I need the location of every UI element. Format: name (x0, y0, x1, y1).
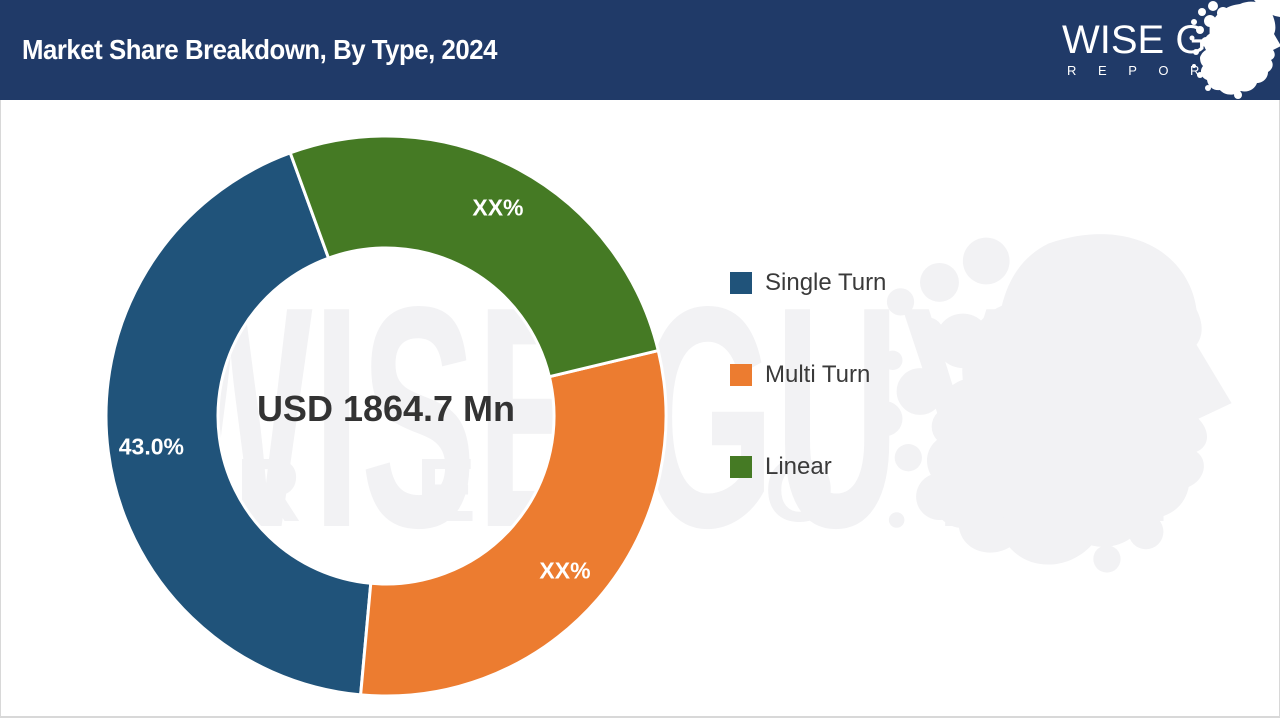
segment-percent-label: XX% (472, 195, 523, 221)
header-bar: Market Share Breakdown, By Type, 2024 WI… (0, 0, 1280, 100)
legend-item-single-turn: Single Turn (730, 268, 886, 298)
legend-swatch-single-turn (730, 272, 752, 294)
legend-swatch-linear (730, 456, 752, 478)
legend-item-linear: Linear (730, 452, 886, 482)
segment-percent-label: 43.0% (119, 433, 184, 459)
chart-area: WISE GUY R E P O R T S 43.0%XX%XX% USD (0, 100, 1280, 718)
legend-item-multi-turn: Multi Turn (730, 360, 886, 390)
legend-label-multi-turn: Multi Turn (765, 361, 871, 388)
legend: Single Turn Multi Turn Linear (730, 268, 886, 482)
wiseguy-logo: WISE GUY R E P O R T S (1020, 0, 1280, 100)
page-title: Market Share Breakdown, By Type, 2024 (22, 34, 498, 65)
legend-label-linear: Linear (765, 453, 832, 480)
center-value-label: USD 1864.7 Mn (256, 388, 516, 429)
legend-label-single-turn: Single Turn (765, 269, 887, 296)
donut-segment-single-turn (104, 151, 373, 697)
legend-swatch-multi-turn (730, 364, 752, 386)
donut-segment-multi-turn (359, 349, 668, 698)
segment-percent-label: XX% (539, 558, 590, 584)
donut-segment-linear (288, 134, 660, 379)
logo-face-icon (1189, 0, 1280, 99)
donut-chart: 43.0% XX% XX% (104, 134, 668, 698)
